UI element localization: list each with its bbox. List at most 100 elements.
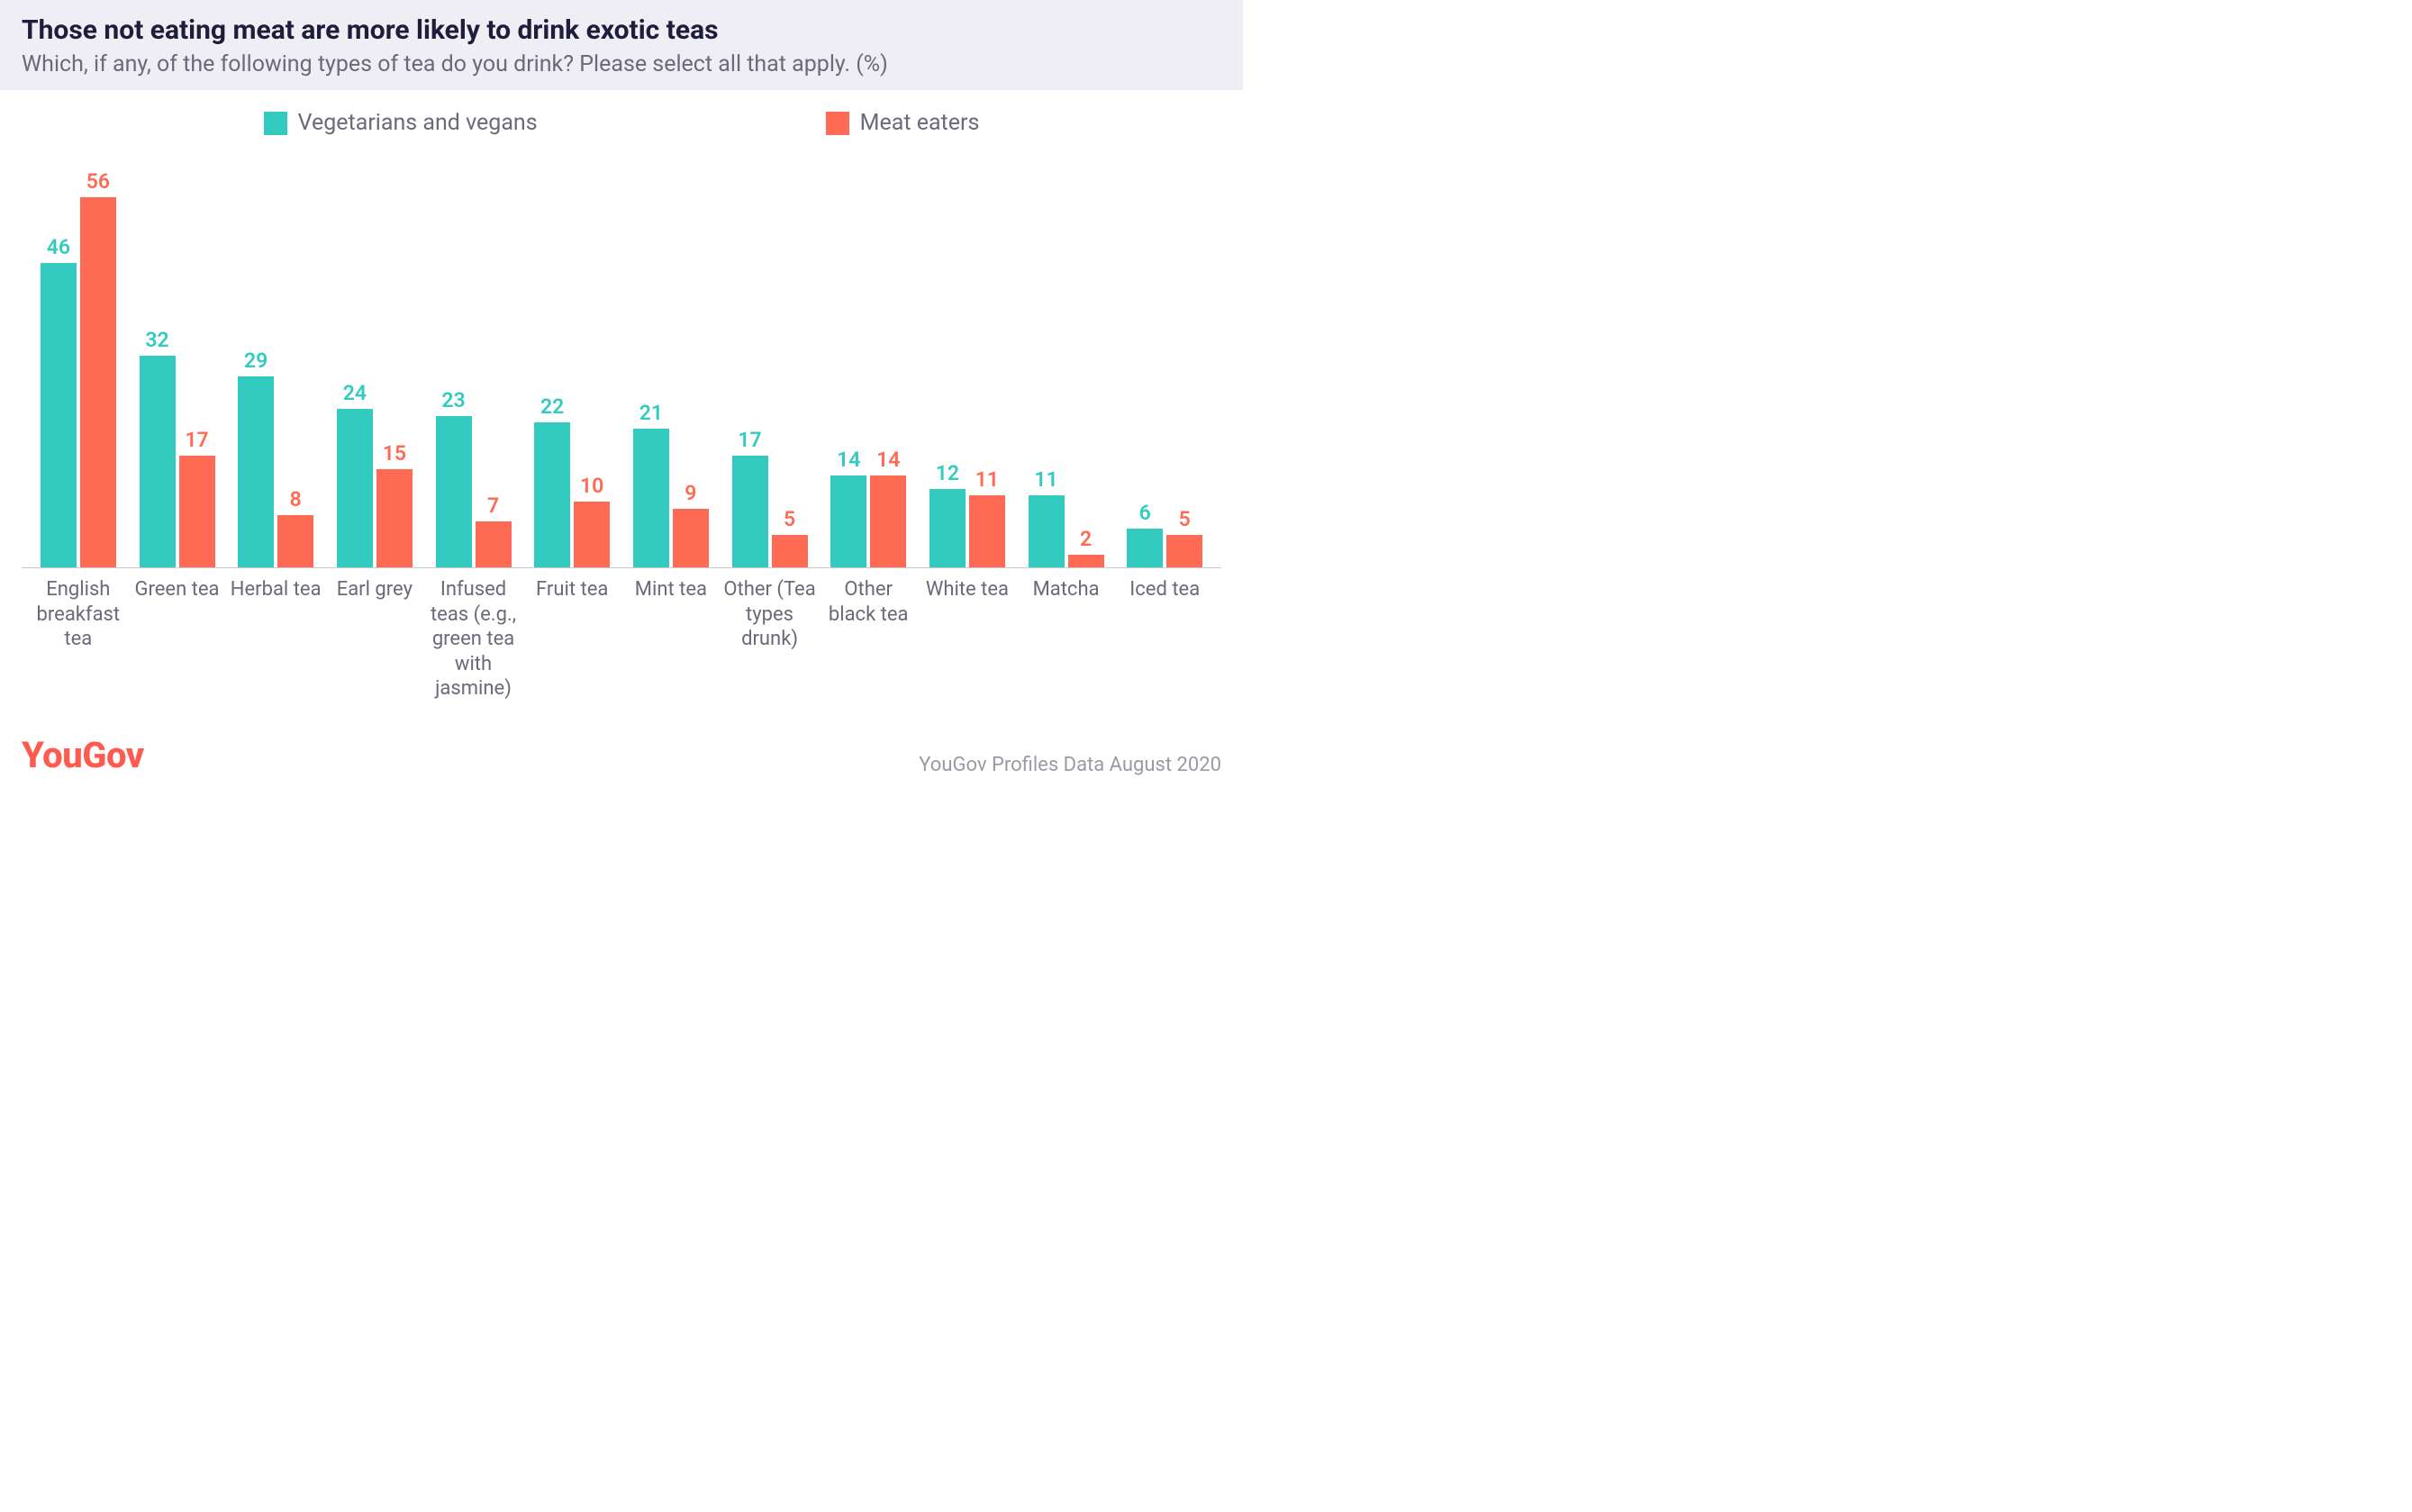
- value-label-series1: 14: [837, 448, 860, 472]
- bar-series1: [732, 456, 768, 568]
- bar-group: 23 7: [424, 388, 523, 568]
- bar-column-series1: 23: [436, 388, 472, 568]
- value-label-series1: 23: [441, 388, 465, 412]
- bar-series1: [41, 263, 77, 568]
- x-axis-label: Infused teas (e.g., green tea with jasmi…: [424, 577, 523, 702]
- value-label-series1: 29: [244, 349, 267, 373]
- bar-group: 22 10: [522, 394, 621, 568]
- value-label-series1: 17: [738, 428, 761, 452]
- bar-group: 46 56: [29, 169, 128, 568]
- chart-footer: YouGov YouGov Profiles Data August 2020: [22, 734, 1221, 776]
- bar-column-series1: 6: [1127, 501, 1163, 568]
- value-label-series2: 7: [487, 493, 499, 518]
- bar-column-series1: 46: [41, 235, 77, 568]
- bar-series1: [238, 376, 274, 568]
- chart-subtitle: Which, if any, of the following types of…: [22, 51, 1221, 77]
- value-label-series2: 9: [685, 481, 696, 505]
- bar-series1: [633, 429, 669, 568]
- value-label-series2: 5: [1179, 507, 1191, 531]
- bar-series1: [1127, 529, 1163, 568]
- bar-series2: [574, 502, 610, 568]
- chart-title: Those not eating meat are more likely to…: [22, 14, 1221, 46]
- bar-group: 32 17: [128, 328, 227, 568]
- bar-series2: [179, 456, 215, 568]
- bar-series1: [436, 416, 472, 568]
- value-label-series1: 32: [145, 328, 168, 352]
- bar-column-series1: 11: [1029, 467, 1065, 568]
- value-label-series1: 21: [639, 401, 663, 425]
- x-axis-label: Other black tea: [819, 577, 918, 702]
- bar-column-series2: 7: [476, 493, 512, 568]
- value-label-series1: 46: [47, 235, 70, 259]
- x-axis-label: Matcha: [1017, 577, 1116, 702]
- value-label-series2: 5: [784, 507, 795, 531]
- bar-series2: [1166, 535, 1202, 568]
- bar-column-series2: 8: [277, 487, 313, 568]
- x-axis-line: [22, 567, 1221, 568]
- bar-series2: [1068, 555, 1104, 568]
- bar-column-series2: 9: [673, 481, 709, 568]
- bar-series1: [337, 409, 373, 568]
- bar-column-series2: 14: [870, 448, 906, 568]
- value-label-series2: 17: [185, 428, 208, 452]
- value-label-series1: 6: [1139, 501, 1151, 525]
- legend-item-series2: Meat eaters: [826, 110, 980, 136]
- bar-groups: 4656321729824152372210219175141412111126…: [22, 136, 1221, 568]
- bar-group: 11 2: [1017, 467, 1116, 568]
- bar-series1: [534, 422, 570, 568]
- bar-group: 21 9: [621, 401, 721, 568]
- value-label-series2: 2: [1080, 527, 1092, 551]
- bar-group: 65: [1115, 501, 1214, 568]
- value-label-series1: 12: [936, 461, 959, 485]
- bar-column-series1: 32: [140, 328, 176, 568]
- chart-container: Those not eating meat are more likely to…: [0, 0, 1243, 792]
- value-label-series1: 22: [540, 394, 564, 419]
- bar-column-series2: 11: [969, 467, 1005, 568]
- value-label-series2: 8: [290, 487, 302, 512]
- x-axis-label: Fruit tea: [522, 577, 621, 702]
- bar-series2: [673, 509, 709, 568]
- value-label-series2: 10: [580, 474, 603, 498]
- legend-swatch-series2: [826, 112, 849, 135]
- bar-group: 17 5: [721, 428, 820, 568]
- x-axis-labels: English breakfast teaGreen teaHerbal tea…: [22, 577, 1221, 702]
- value-label-series2: 56: [86, 169, 110, 194]
- x-axis-label: White tea: [918, 577, 1017, 702]
- bar-series2: [772, 535, 808, 568]
- x-axis-label: Green tea: [128, 577, 227, 702]
- legend-item-series1: Vegetarians and vegans: [264, 110, 538, 136]
- bar-column-series1: 17: [732, 428, 768, 568]
- bar-column-series2: 5: [1166, 507, 1202, 568]
- legend-label-series2: Meat eaters: [860, 110, 980, 136]
- x-axis-label: Earl grey: [325, 577, 424, 702]
- bar-column-series1: 21: [633, 401, 669, 568]
- bar-series2: [80, 197, 116, 568]
- value-label-series2: 11: [975, 467, 999, 492]
- bar-series2: [277, 515, 313, 568]
- x-axis-label: Iced tea: [1115, 577, 1214, 702]
- x-axis-label: Other (Tea types drunk): [721, 577, 820, 702]
- bar-group: 29 8: [226, 349, 325, 568]
- bar-series1: [1029, 495, 1065, 568]
- bar-column-series2: 5: [772, 507, 808, 568]
- bar-column-series2: 10: [574, 474, 610, 568]
- bar-series2: [376, 469, 413, 568]
- value-label-series1: 24: [343, 381, 367, 405]
- logo-you: You: [22, 734, 82, 776]
- x-axis-label: Mint tea: [621, 577, 721, 702]
- chart-plot-area: 4656321729824152372210219175141412111126…: [22, 136, 1221, 568]
- bar-series2: [870, 475, 906, 568]
- bar-group: 12 11: [918, 461, 1017, 568]
- yougov-logo: YouGov: [22, 734, 144, 776]
- bar-series2: [969, 495, 1005, 568]
- bar-group: 14 14: [819, 448, 918, 568]
- bar-column-series2: 15: [376, 441, 413, 568]
- bar-column-series2: 17: [179, 428, 215, 568]
- legend-swatch-series1: [264, 112, 287, 135]
- bar-series1: [929, 489, 966, 568]
- bar-column-series1: 14: [830, 448, 866, 568]
- bar-series1: [830, 475, 866, 568]
- bar-column-series1: 24: [337, 381, 373, 568]
- bar-column-series2: 56: [80, 169, 116, 568]
- value-label-series2: 15: [383, 441, 406, 466]
